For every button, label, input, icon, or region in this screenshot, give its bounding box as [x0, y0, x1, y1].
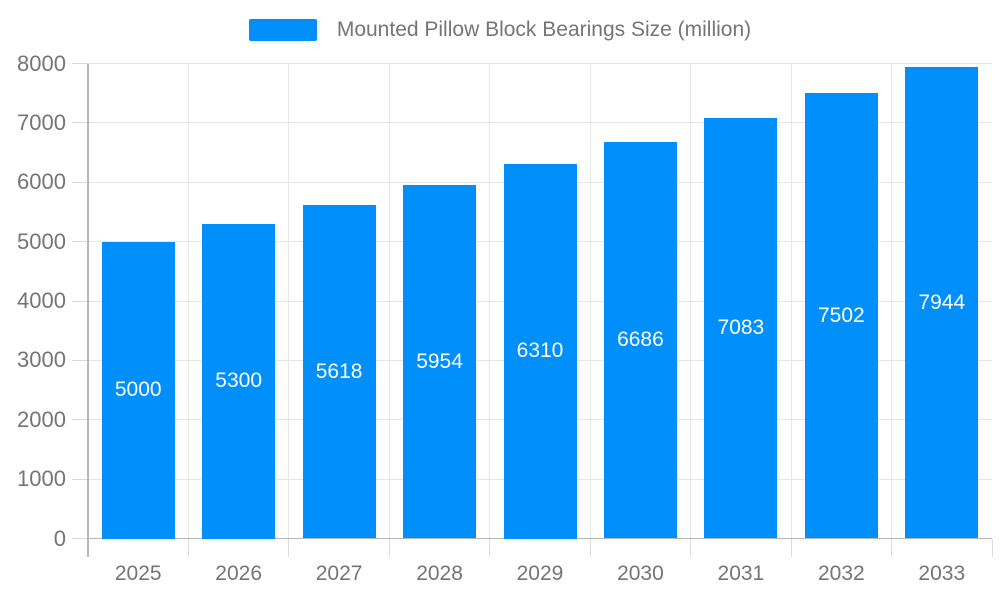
x-axis-label: 2031 [717, 561, 765, 585]
gridline-vertical [489, 63, 491, 539]
bar-2025[interactable]: 5000 [101, 241, 175, 539]
y-axis-label: 7000 [17, 109, 66, 135]
y-axis-label: 0 [53, 525, 66, 551]
x-axis-tick [790, 538, 792, 557]
y-axis-tick [72, 300, 88, 302]
bar-value-label: 7944 [918, 290, 966, 314]
legend-label: Mounted Pillow Block Bearings Size (mill… [336, 18, 752, 41]
y-axis-label: 6000 [17, 169, 66, 195]
x-axis-tick [288, 538, 290, 557]
y-axis-tick [72, 181, 88, 183]
y-axis-line [87, 63, 89, 557]
bar-value-label: 7083 [717, 316, 765, 340]
x-axis-label: 2030 [617, 561, 664, 585]
x-axis-tick [187, 538, 189, 557]
bar-value-label: 6686 [617, 328, 664, 351]
x-axis-label: 2033 [918, 561, 966, 585]
bar-2027[interactable]: 5618 [302, 204, 376, 539]
bar-2026[interactable]: 5300 [202, 223, 276, 539]
y-axis-tick [72, 122, 88, 124]
x-axis-tick [489, 538, 491, 557]
bar-2032[interactable]: 7502 [804, 93, 878, 539]
bar-2031[interactable]: 7083 [704, 117, 778, 539]
y-axis-tick [72, 478, 88, 480]
x-axis-label: 2027 [315, 561, 363, 585]
bar-value-label: 5000 [114, 378, 162, 402]
gridline-vertical [690, 63, 692, 539]
x-axis-tick [891, 538, 893, 557]
bar-2033[interactable]: 7944 [905, 66, 979, 539]
x-axis-label: 2029 [516, 561, 564, 585]
y-axis-tick [72, 419, 88, 421]
y-axis-tick [72, 359, 88, 361]
bar-value-label: 5300 [215, 369, 263, 393]
gridline-vertical [790, 63, 792, 539]
y-axis-label: 3000 [17, 347, 66, 373]
bar-value-label: 7502 [817, 303, 865, 327]
bar-2029[interactable]: 6310 [503, 163, 577, 539]
legend-item[interactable]: Mounted Pillow Block Bearings Size (mill… [248, 18, 752, 42]
x-axis-tick [388, 538, 390, 557]
x-axis-label: 2026 [215, 561, 263, 585]
bar-2030[interactable]: 6686 [603, 141, 677, 539]
y-axis-tick [72, 241, 88, 243]
bar-value-label: 5954 [416, 349, 463, 373]
y-axis-label: 2000 [17, 406, 66, 432]
x-axis-label: 2032 [817, 561, 865, 585]
y-axis-label: 4000 [17, 288, 66, 313]
bar-value-label: 6310 [516, 339, 564, 363]
bar-value-label: 5618 [315, 359, 363, 383]
y-axis-tick [72, 63, 88, 64]
gridline-vertical [288, 63, 290, 539]
bar-2028[interactable]: 5954 [403, 184, 477, 539]
x-axis-line [88, 537, 992, 540]
gridline-vertical [187, 63, 189, 539]
x-axis-label: 2028 [416, 561, 463, 585]
y-axis-label: 5000 [17, 228, 66, 254]
y-axis-tick [72, 538, 88, 539]
x-axis-tick [991, 538, 993, 557]
x-axis-label: 2025 [114, 561, 162, 585]
gridline-horizontal [88, 122, 992, 124]
x-axis-tick [690, 538, 692, 557]
x-axis-tick [589, 538, 591, 557]
legend-swatch-icon [248, 19, 317, 41]
gridline-horizontal [88, 63, 992, 64]
gridline-vertical [891, 63, 893, 539]
gridline-vertical [589, 63, 591, 539]
y-axis-label: 1000 [17, 466, 66, 492]
gridline-vertical [388, 63, 390, 539]
legend: Mounted Pillow Block Bearings Size (mill… [0, 18, 1000, 42]
y-axis-label: 8000 [17, 50, 66, 76]
